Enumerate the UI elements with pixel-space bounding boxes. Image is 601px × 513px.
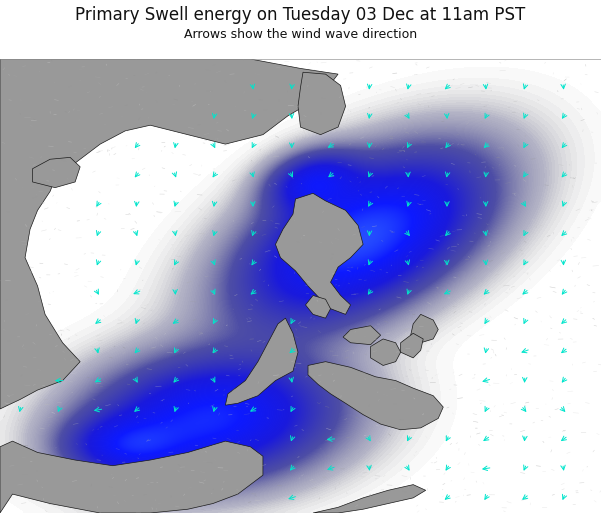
Polygon shape	[313, 485, 426, 513]
Polygon shape	[275, 193, 363, 314]
Polygon shape	[32, 157, 80, 188]
Polygon shape	[410, 314, 438, 343]
Polygon shape	[401, 333, 423, 358]
Polygon shape	[225, 318, 298, 405]
Polygon shape	[308, 362, 443, 430]
Text: Arrows show the wind wave direction: Arrows show the wind wave direction	[184, 28, 417, 41]
Polygon shape	[298, 72, 346, 135]
Text: Primary Swell energy on Tuesday 03 Dec at 11am PST: Primary Swell energy on Tuesday 03 Dec a…	[75, 6, 526, 24]
Polygon shape	[0, 59, 338, 409]
Polygon shape	[343, 326, 380, 345]
Polygon shape	[371, 339, 401, 365]
Polygon shape	[305, 295, 331, 318]
Polygon shape	[0, 441, 263, 513]
